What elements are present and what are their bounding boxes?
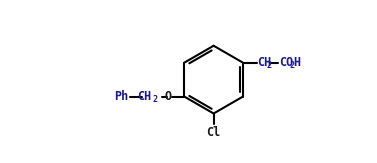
Text: 2: 2 [289, 61, 294, 70]
Text: CO: CO [279, 56, 293, 69]
Text: CH: CH [137, 90, 151, 103]
Text: O: O [164, 90, 171, 103]
Text: Ph: Ph [115, 90, 129, 103]
Text: H: H [293, 56, 300, 69]
Text: 2: 2 [266, 61, 271, 70]
Text: Cl: Cl [207, 126, 221, 139]
Text: 2: 2 [153, 95, 158, 104]
Text: CH: CH [257, 56, 271, 69]
